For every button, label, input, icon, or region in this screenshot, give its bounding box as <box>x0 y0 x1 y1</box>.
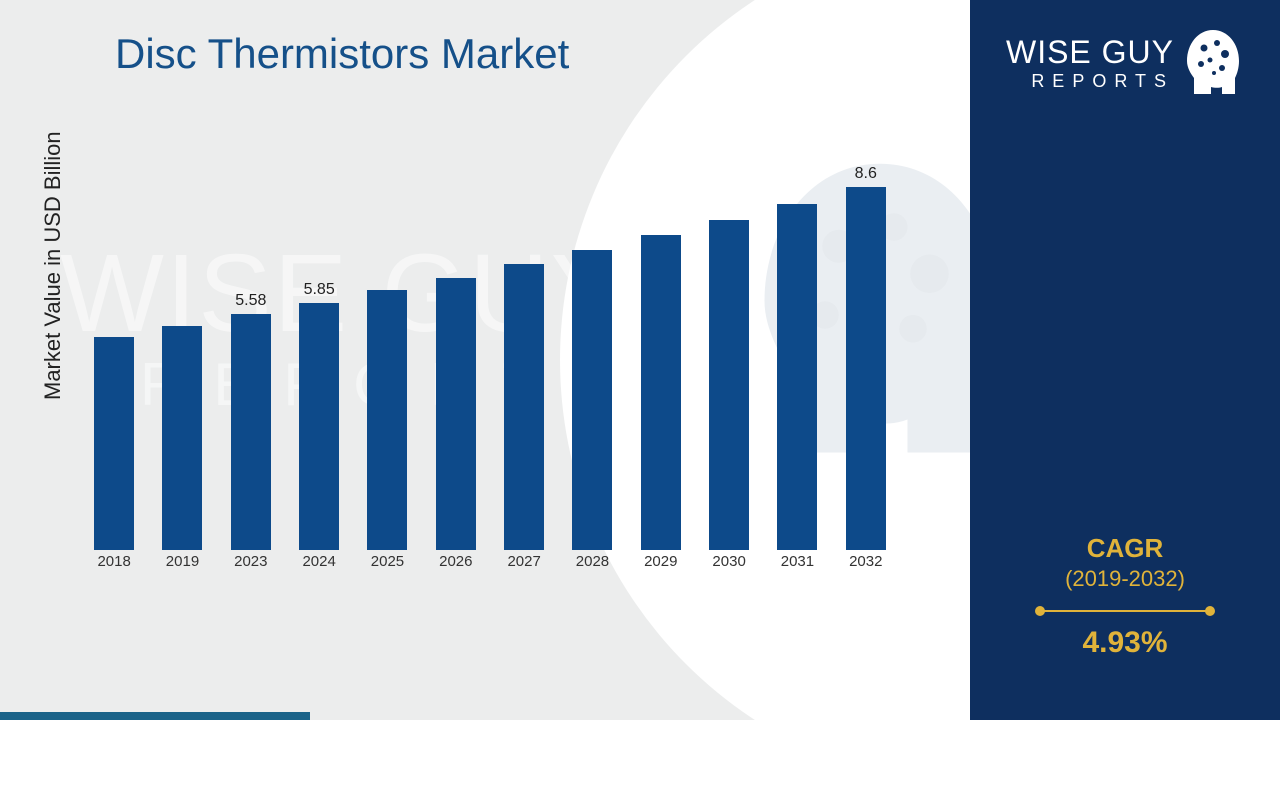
bar-value-label: 8.6 <box>855 165 877 183</box>
bar-value-label: 5.85 <box>304 281 335 299</box>
bar-slot <box>763 182 831 550</box>
bar-slot: 8.6 <box>832 165 900 550</box>
bar-value-label: 5.58 <box>235 292 266 310</box>
x-tick-label: 2024 <box>285 553 353 570</box>
bar-rect <box>777 204 817 550</box>
bar-rect <box>367 290 407 550</box>
x-tick-label: 2031 <box>763 553 831 570</box>
x-tick-label: 2027 <box>490 553 558 570</box>
bar-slot: 5.85 <box>285 281 353 550</box>
x-tick-label: 2023 <box>217 553 285 570</box>
x-tick-label: 2026 <box>422 553 490 570</box>
x-tick-label: 2029 <box>627 553 695 570</box>
bar-slot <box>490 242 558 550</box>
bar-slot <box>558 228 626 550</box>
chart-title: Disc Thermistors Market <box>115 30 569 78</box>
bar-rect <box>299 303 339 550</box>
y-axis-label: Market Value in USD Billion <box>40 131 66 400</box>
bar-rect <box>162 326 202 550</box>
x-tick-label: 2028 <box>558 553 626 570</box>
bar-rect <box>846 187 886 550</box>
bar-rect <box>231 314 271 550</box>
x-tick-label: 2032 <box>832 553 900 570</box>
bar-slot <box>695 198 763 550</box>
cagr-title: CAGR <box>1025 533 1225 564</box>
bottom-accent-bar <box>0 712 310 720</box>
bar-slot: 5.58 <box>217 292 285 550</box>
logo: WISE GUY REPORTS <box>1006 28 1244 98</box>
bar-slot <box>422 256 490 550</box>
bar-slot <box>627 213 695 550</box>
bar-rect <box>504 264 544 550</box>
bar-rect <box>641 235 681 550</box>
logo-head-icon <box>1182 28 1244 98</box>
logo-line-1: WISE GUY <box>1006 34 1174 71</box>
bar-rect <box>709 220 749 550</box>
cagr-range: (2019-2032) <box>1025 566 1225 592</box>
cagr-value: 4.93% <box>1025 626 1225 660</box>
bar-chart: 5.585.858.6 2018201920232024202520262027… <box>80 170 900 570</box>
cagr-block: CAGR (2019-2032) 4.93% <box>1025 533 1225 660</box>
bar-rect <box>572 250 612 550</box>
bar-slot <box>353 268 421 550</box>
bar-rect <box>94 337 134 550</box>
cagr-divider-line <box>1040 610 1210 612</box>
x-tick-label: 2025 <box>353 553 421 570</box>
x-tick-label: 2030 <box>695 553 763 570</box>
bar-rect <box>436 278 476 550</box>
logo-line-2: REPORTS <box>1006 71 1174 92</box>
bar-slot <box>80 315 148 550</box>
x-tick-label: 2019 <box>148 553 216 570</box>
x-tick-label: 2018 <box>80 553 148 570</box>
bar-slot <box>148 304 216 550</box>
